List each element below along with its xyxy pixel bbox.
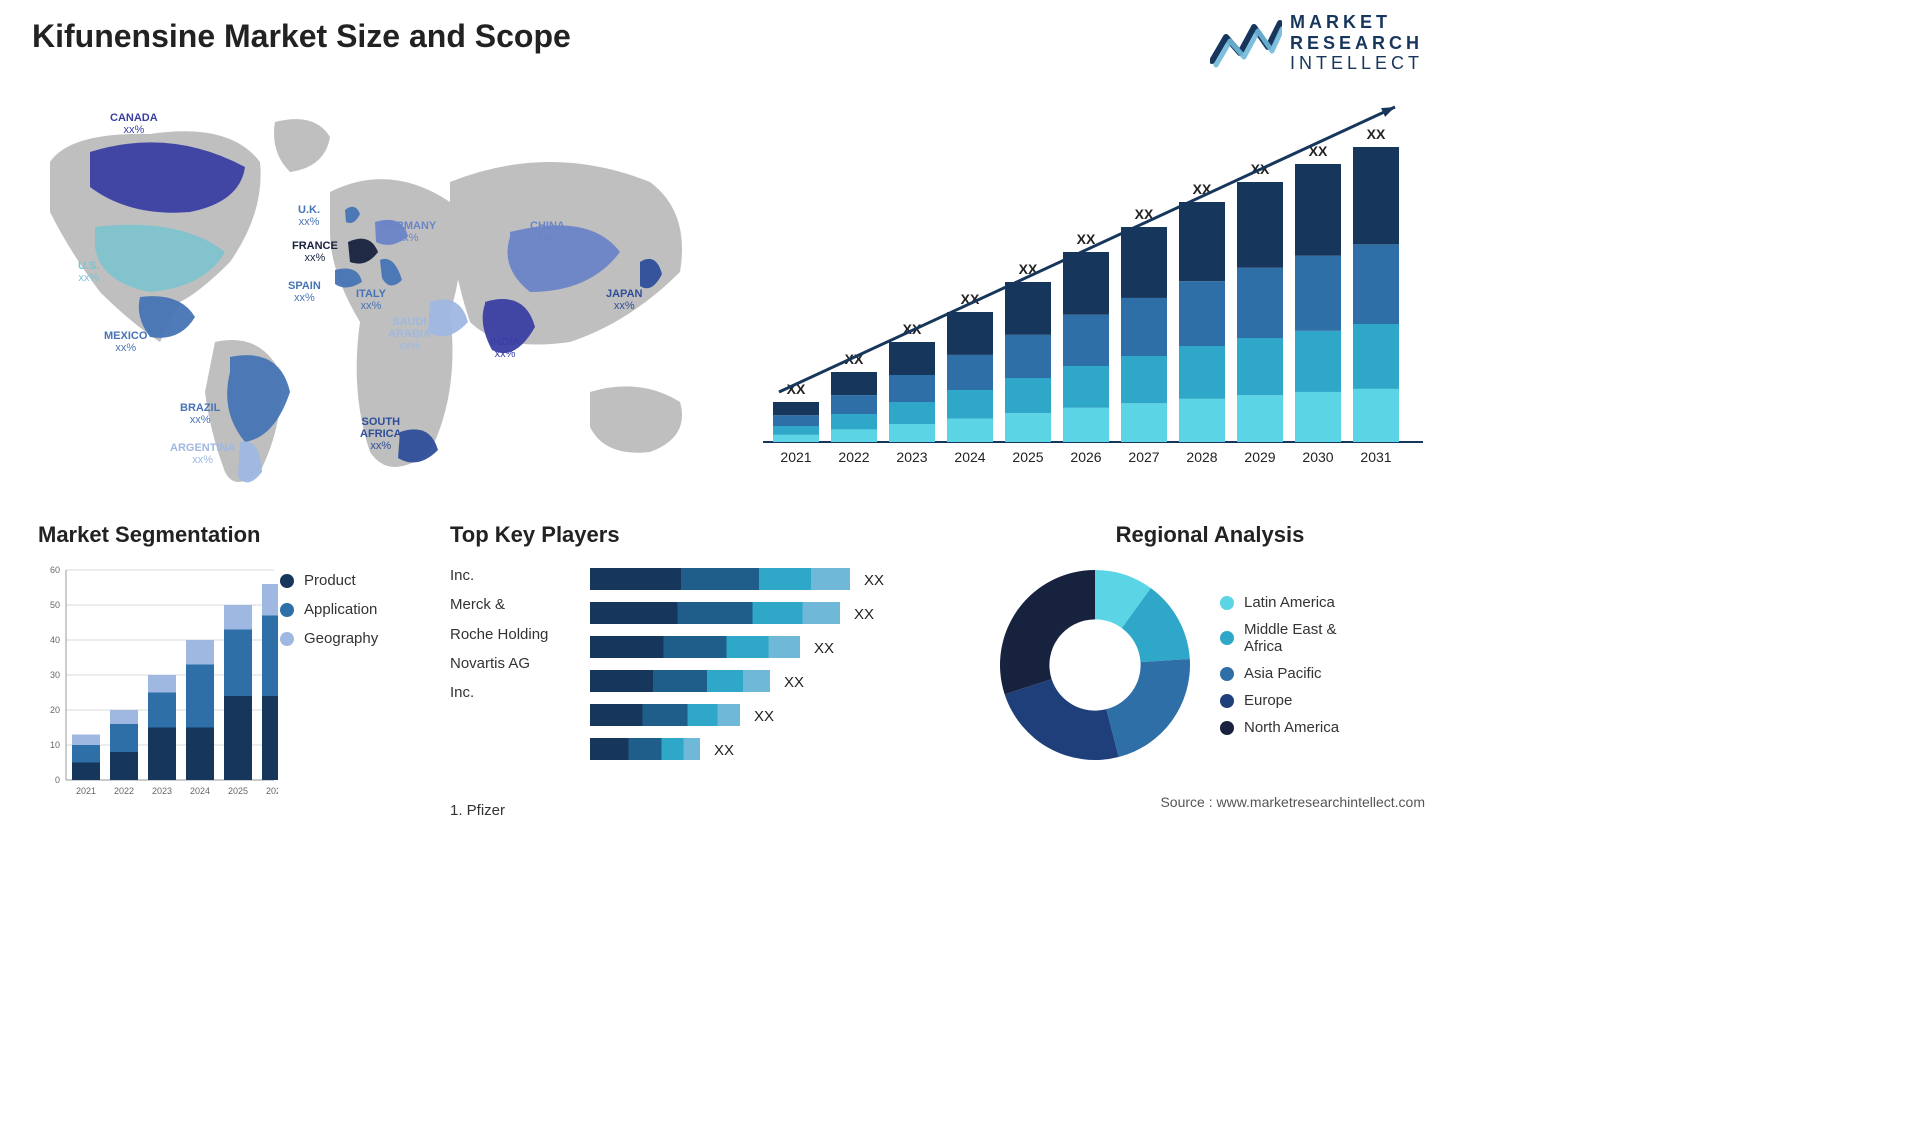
svg-text:XX: XX [1077,231,1096,247]
brand-logo: MARKET RESEARCH INTELLECT [1210,12,1423,74]
page-title: Kifunensine Market Size and Scope [32,18,571,55]
svg-text:2021: 2021 [76,786,96,796]
legend-item: Asia Pacific [1220,665,1339,682]
world-map: CANADAxx% U.S.xx% MEXICOxx% BRAZILxx% ARGENT… [30,92,730,492]
segmentation-legend: Product Application Geography [280,560,378,659]
growth-chart: XX2021XX2022XX2023XX2024XX2025XX2026XX20… [763,98,1423,478]
player-name: Merck & [450,593,590,616]
regional-section: Regional Analysis Latin America Middle Ea… [990,522,1430,770]
legend-item: Europe [1220,692,1339,709]
svg-text:2023: 2023 [152,786,172,796]
svg-text:2022: 2022 [838,449,869,465]
svg-text:2030: 2030 [1302,449,1333,465]
legend-label: North America [1244,719,1339,736]
legend-label: Geography [304,630,378,647]
legend-dot-icon [1220,596,1234,610]
map-country-label: SAUDIARABIAxx% [388,316,431,352]
svg-text:XX: XX [754,708,774,725]
legend-item: Geography [280,630,378,647]
regional-heading: Regional Analysis [990,522,1430,548]
segmentation-heading: Market Segmentation [38,522,438,548]
svg-text:2028: 2028 [1186,449,1217,465]
legend-label: Product [304,572,356,589]
svg-text:XX: XX [1367,126,1386,142]
logo-mark-icon [1210,17,1282,69]
legend-label: Europe [1244,692,1292,709]
player-name: Inc. [450,564,590,587]
svg-text:2026: 2026 [1070,449,1101,465]
legend-label: Middle East &Africa [1244,621,1337,655]
svg-text:2022: 2022 [114,786,134,796]
legend-label: Application [304,601,377,618]
map-country-label: GERMANYxx% [380,220,436,244]
map-country-label: FRANCExx% [292,240,338,264]
svg-text:30: 30 [50,670,60,680]
legend-dot-icon [1220,631,1234,645]
svg-text:2027: 2027 [1128,449,1159,465]
players-section: Top Key Players Inc. Merck & Roche Holding… [450,522,960,819]
legend-dot-icon [280,603,294,617]
svg-text:60: 60 [50,565,60,575]
players-heading: Top Key Players [450,522,960,548]
svg-text:XX: XX [714,742,734,759]
player-name: Inc. [450,681,590,704]
map-country-label: ARGENTINAxx% [170,442,235,466]
svg-text:40: 40 [50,635,60,645]
svg-text:2024: 2024 [954,449,985,465]
player-name: Roche Holding [450,623,590,646]
player-name: Novartis AG [450,652,590,675]
svg-text:XX: XX [784,674,804,691]
source-label: Source : www.marketresearchintellect.com [1160,794,1425,810]
map-country-label: CANADAxx% [110,112,158,136]
logo-text: MARKET RESEARCH INTELLECT [1290,12,1423,74]
legend-dot-icon [1220,667,1234,681]
svg-text:10: 10 [50,740,60,750]
svg-text:XX: XX [814,640,834,657]
svg-text:2023: 2023 [896,449,927,465]
legend-item: Latin America [1220,594,1339,611]
svg-text:50: 50 [50,600,60,610]
svg-text:2026: 2026 [266,786,278,796]
map-country-label: INDIAxx% [490,336,520,360]
legend-dot-icon [1220,694,1234,708]
legend-label: Latin America [1244,594,1335,611]
svg-text:XX: XX [854,606,874,623]
map-country-label: U.S.xx% [78,260,99,284]
legend-item: Middle East &Africa [1220,621,1339,655]
svg-text:0: 0 [55,775,60,785]
map-country-label: JAPANxx% [606,288,642,312]
svg-text:2025: 2025 [1012,449,1043,465]
svg-text:2021: 2021 [780,449,811,465]
map-country-label: U.K.xx% [298,204,320,228]
legend-item: Product [280,572,378,589]
svg-text:20: 20 [50,705,60,715]
map-country-label: BRAZILxx% [180,402,220,426]
map-country-label: CHINAxx% [530,220,565,244]
svg-text:XX: XX [864,572,884,589]
legend-dot-icon [280,632,294,646]
svg-text:2031: 2031 [1360,449,1391,465]
regional-legend: Latin America Middle East &Africa Asia Pac… [1220,584,1339,746]
map-country-label: SOUTHAFRICAxx% [360,416,402,452]
players-footer: 1. Pfizer [450,802,960,819]
map-country-label: MEXICOxx% [104,330,147,354]
map-country-label: ITALYxx% [356,288,386,312]
legend-item: Application [280,601,378,618]
svg-text:2025: 2025 [228,786,248,796]
legend-dot-icon [280,574,294,588]
legend-item: North America [1220,719,1339,736]
svg-text:2024: 2024 [190,786,210,796]
players-names: Inc. Merck & Roche Holding Novartis AG Inc. [450,564,590,784]
svg-text:2029: 2029 [1244,449,1275,465]
map-country-label: SPAINxx% [288,280,321,304]
legend-dot-icon [1220,721,1234,735]
legend-label: Asia Pacific [1244,665,1322,682]
